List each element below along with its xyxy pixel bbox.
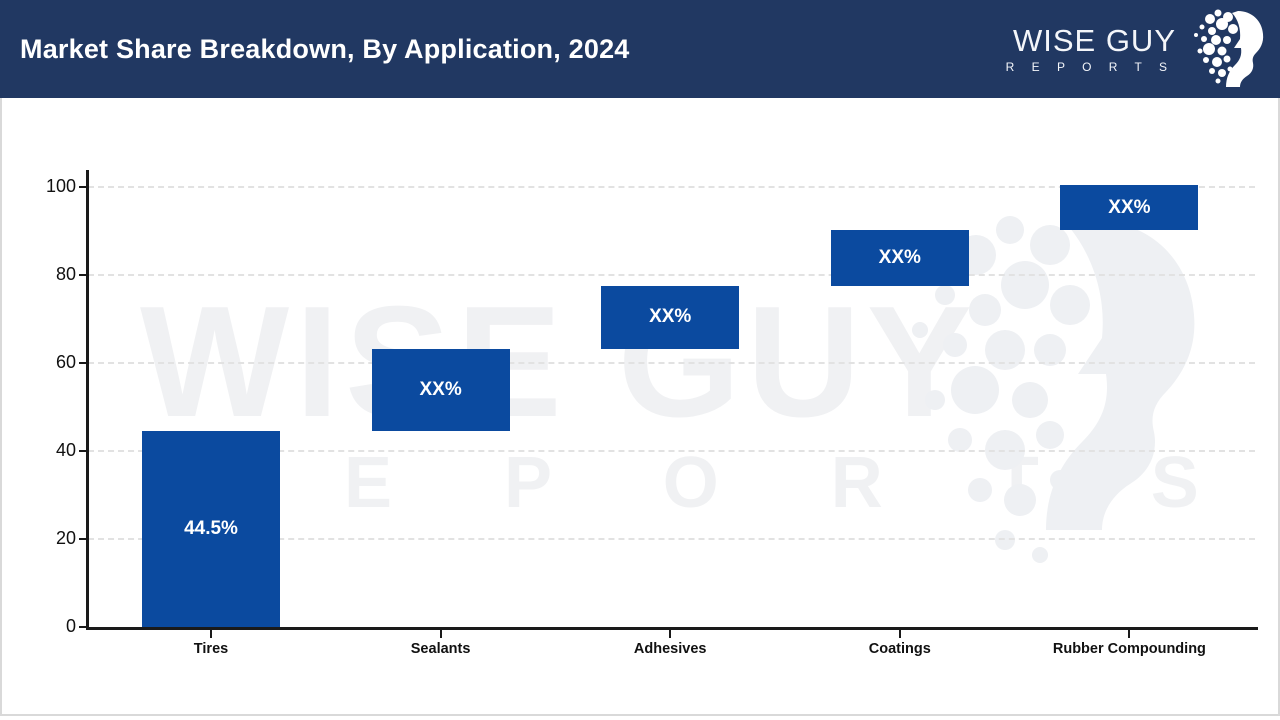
y-tick-label-100: 100: [45, 176, 76, 196]
x-axis-line: [86, 627, 1258, 630]
x-label-adhesives: Adhesives: [633, 641, 707, 657]
bar-sealants: XX%: [371, 348, 510, 432]
y-tick-mark-100: [79, 186, 87, 188]
y-tick-mark-60: [79, 362, 87, 364]
logo-text: WISE GUY R E P O R T S: [1006, 25, 1176, 74]
y-tick-label-60: 60: [55, 352, 76, 372]
y-axis-line: [86, 170, 89, 630]
bar-value-label-sealants: XX%: [419, 379, 462, 401]
y-tick-label-80: 80: [55, 264, 76, 284]
y-tick-label-40: 40: [55, 440, 76, 460]
x-tick-mark-tires: [210, 630, 212, 638]
x-label-tires: Tires: [193, 641, 229, 657]
y-tick-label-0: 0: [65, 616, 76, 636]
bar-rubber-compounding: XX%: [1060, 185, 1199, 231]
x-label-rubber-compounding: Rubber Compounding: [1052, 641, 1206, 657]
page-title: Market Share Breakdown, By Application, …: [20, 33, 630, 64]
bar-value-label-rubber-compounding: XX%: [1108, 196, 1151, 218]
y-tick-mark-20: [79, 538, 87, 540]
page-border-bottom: [0, 714, 1280, 716]
bar-tires: 44.5%: [142, 431, 280, 627]
x-tick-mark-coatings: [898, 630, 901, 638]
bar-value-label-coatings: XX%: [878, 247, 921, 269]
y-tick-mark-80: [79, 274, 87, 276]
page-border-left: [0, 98, 2, 716]
x-tick-mark-sealants: [439, 630, 442, 638]
x-label-sealants: Sealants: [410, 641, 471, 657]
x-tick-mark-adhesives: [669, 630, 672, 638]
gridline-60: [88, 362, 1255, 364]
bar-value-label-tires: 44.5%: [184, 518, 238, 540]
bar-value-label-adhesives: XX%: [649, 306, 692, 328]
header-bar: Market Share Breakdown, By Application, …: [0, 0, 1280, 98]
x-label-coatings: Coatings: [868, 641, 931, 657]
gridline-100: [88, 186, 1255, 188]
wiseguy-logo: WISE GUY R E P O R T S: [1006, 7, 1266, 91]
x-tick-mark-rubber-compounding: [1128, 630, 1131, 638]
bar-coatings: XX%: [830, 230, 969, 286]
y-tick-mark-0: [79, 626, 87, 628]
gridline-40: [88, 450, 1255, 452]
logo-subtitle: R E P O R T S: [1005, 59, 1174, 74]
gridline-80: [88, 274, 1255, 276]
bar-adhesives: XX%: [601, 286, 740, 349]
logo-face-icon: [1194, 9, 1264, 87]
y-tick-mark-40: [79, 450, 87, 452]
y-tick-label-20: 20: [55, 528, 76, 548]
page-border-right: [1278, 98, 1280, 716]
logo-wordmark: WISE GUY: [1012, 22, 1176, 58]
gridline-20: [88, 538, 1255, 540]
